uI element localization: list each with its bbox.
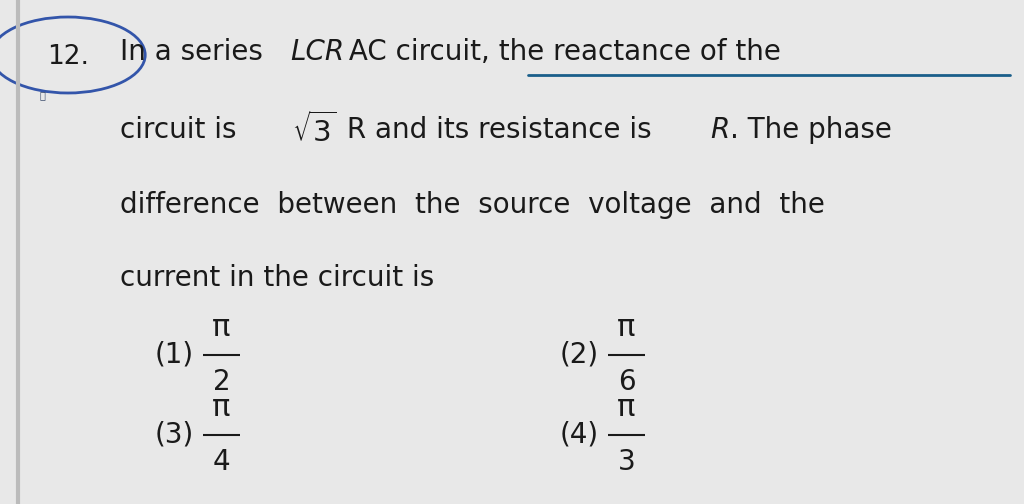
Text: LCR: LCR (290, 38, 344, 66)
Text: (4): (4) (560, 421, 599, 449)
Text: π: π (212, 394, 230, 422)
Text: (1): (1) (155, 341, 195, 369)
Text: π: π (617, 313, 636, 342)
Text: ➰: ➰ (39, 90, 45, 100)
Text: . The phase: . The phase (730, 116, 892, 144)
Text: 3: 3 (617, 448, 636, 476)
Text: 6: 6 (617, 367, 635, 396)
Text: (3): (3) (155, 421, 195, 449)
Text: circuit is: circuit is (120, 116, 246, 144)
Text: difference  between  the  source  voltage  and  the: difference between the source voltage an… (120, 191, 825, 219)
Text: current in the circuit is: current in the circuit is (120, 264, 434, 292)
Text: $\sqrt{3}$: $\sqrt{3}$ (292, 112, 337, 148)
Text: 4: 4 (213, 448, 230, 476)
Text: R and its resistance is: R and its resistance is (338, 116, 660, 144)
Text: π: π (617, 394, 636, 422)
Text: π: π (212, 313, 230, 342)
Text: (2): (2) (560, 341, 599, 369)
Text: In a series: In a series (120, 38, 271, 66)
Text: AC circuit, the reactance of the: AC circuit, the reactance of the (340, 38, 781, 66)
Text: 12.: 12. (47, 44, 89, 70)
Text: 2: 2 (213, 367, 230, 396)
Text: R: R (710, 116, 729, 144)
